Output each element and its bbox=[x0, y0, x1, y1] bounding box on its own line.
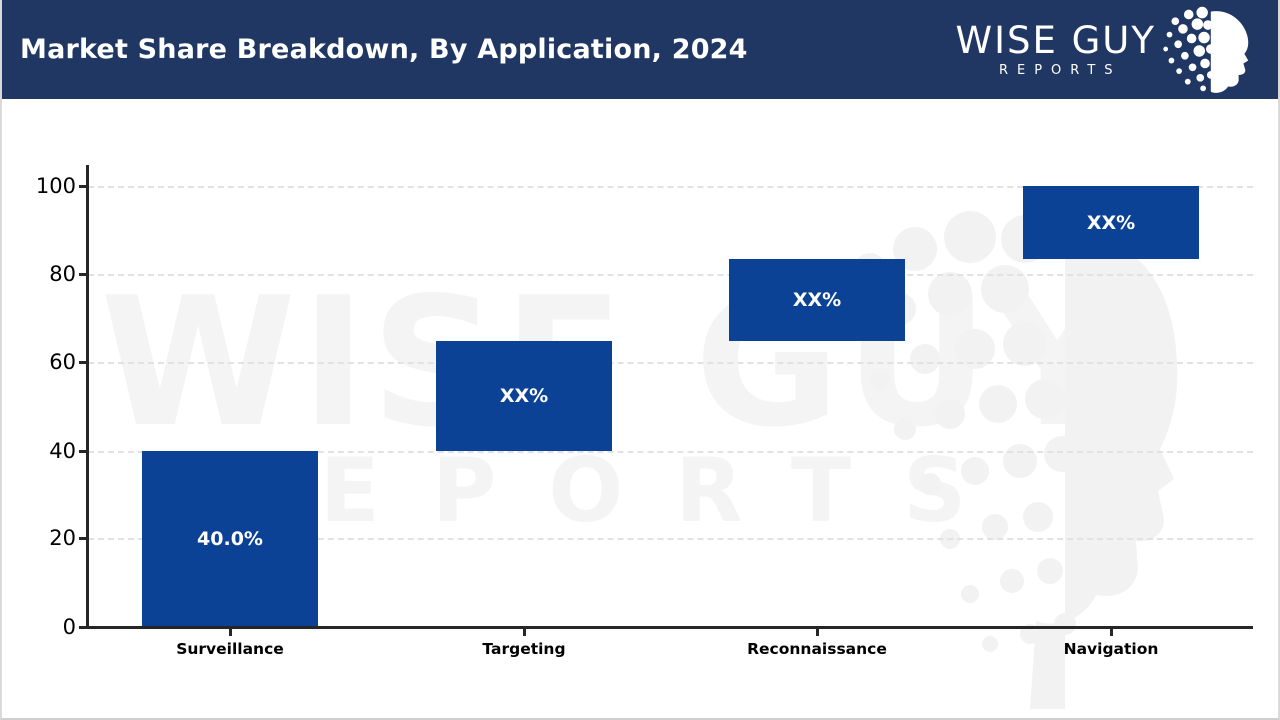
y-tick-label-80: 80 bbox=[49, 262, 76, 286]
x-tick-label-reconnaissance: Reconnaissance bbox=[747, 640, 887, 658]
logo-text: WISE GUY REPORTS bbox=[956, 22, 1156, 78]
y-tick-100 bbox=[79, 185, 87, 188]
wise-guy-reports-logo: WISE GUY REPORTS bbox=[956, 5, 1254, 95]
logo-wordmark: WISE GUY bbox=[955, 18, 1156, 62]
bar-value-label: XX% bbox=[1086, 211, 1136, 234]
y-tick-label-0: 0 bbox=[62, 615, 76, 639]
y-tick-20 bbox=[79, 537, 87, 540]
gridline-20 bbox=[88, 538, 1253, 540]
logo-subtitle: REPORTS bbox=[998, 62, 1122, 78]
x-tick-label-targeting: Targeting bbox=[482, 640, 566, 658]
x-tick-label-navigation: Navigation bbox=[1063, 640, 1159, 658]
x-tick-targeting bbox=[523, 629, 526, 636]
gridline-80 bbox=[88, 274, 1253, 276]
gridline-40 bbox=[88, 451, 1253, 453]
bar-value-label: 40.0% bbox=[197, 528, 263, 550]
page-title: Market Share Breakdown, By Application, … bbox=[20, 34, 748, 65]
y-tick-label-100: 100 bbox=[35, 174, 76, 198]
y-tick-label-20: 20 bbox=[49, 526, 76, 550]
bar-reconnaissance: XX% bbox=[729, 259, 905, 341]
y-tick-label-40: 40 bbox=[49, 439, 76, 463]
bar-value-label: XX% bbox=[792, 289, 842, 311]
gridline-100 bbox=[88, 186, 1253, 188]
watermark-reports: REPORTS bbox=[200, 439, 1019, 542]
gridline-60 bbox=[88, 362, 1253, 364]
x-tick-surveillance bbox=[229, 629, 232, 636]
chart-plot-area: WISE GUY REPORTS 100 80 60 40 20 0 40.0% bbox=[0, 99, 1280, 720]
y-tick-label-60: 60 bbox=[49, 350, 76, 374]
y-tick-80 bbox=[79, 273, 87, 276]
bar-targeting: XX% bbox=[436, 341, 612, 451]
bar-navigation: XX% bbox=[1023, 186, 1199, 259]
y-tick-60 bbox=[79, 361, 87, 364]
bar-value-label: XX% bbox=[499, 385, 549, 407]
x-axis-line bbox=[86, 626, 1253, 629]
header-bar: Market Share Breakdown, By Application, … bbox=[0, 0, 1280, 99]
x-tick-label-surveillance: Surveillance bbox=[176, 640, 284, 658]
bar-surveillance: 40.0% bbox=[142, 451, 318, 627]
dotted-head-icon bbox=[1163, 6, 1249, 93]
x-tick-navigation bbox=[1110, 629, 1113, 636]
y-tick-40 bbox=[79, 450, 87, 453]
x-tick-reconnaissance bbox=[816, 629, 819, 636]
y-tick-0 bbox=[79, 626, 87, 629]
y-axis-line bbox=[86, 165, 89, 629]
